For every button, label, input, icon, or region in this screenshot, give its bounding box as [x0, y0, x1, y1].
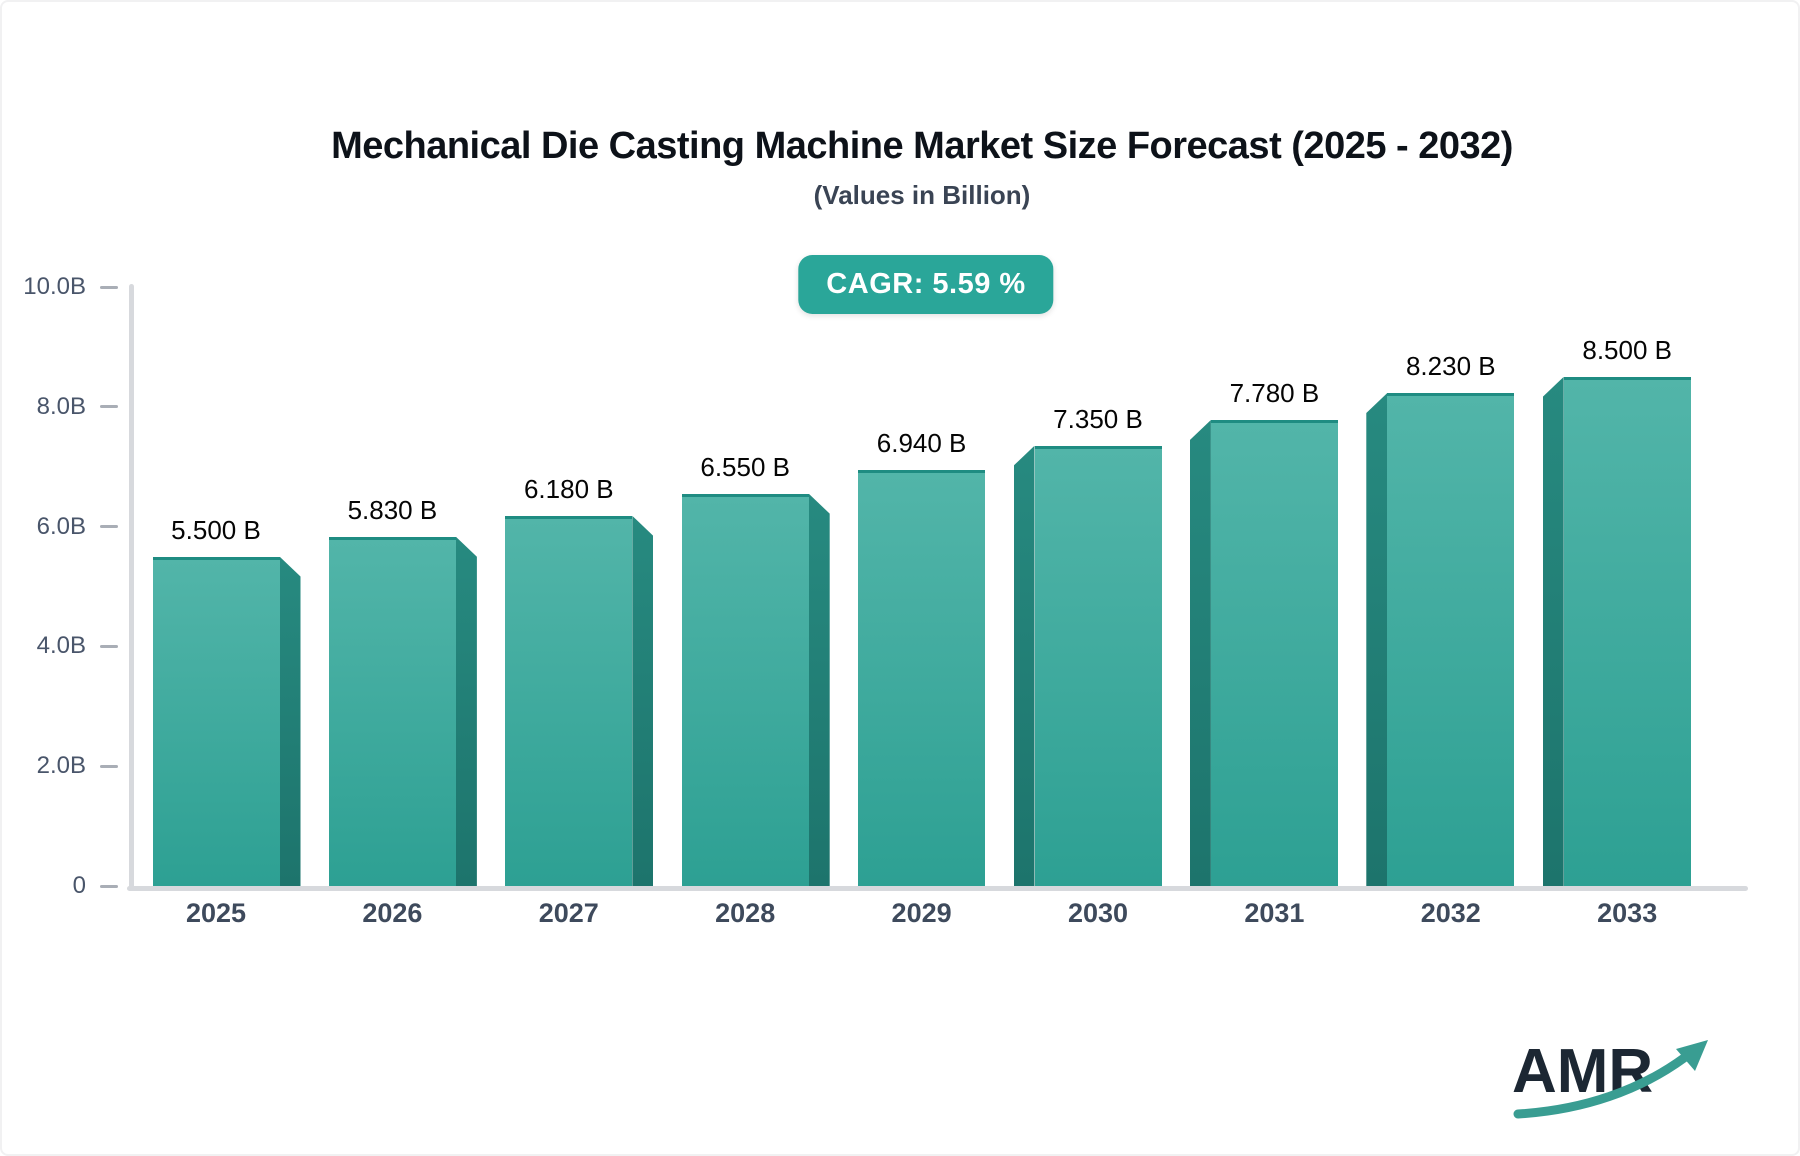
bar-value-label-2033: 8.500 B [1582, 334, 1672, 365]
bar-side-3d [1366, 393, 1388, 886]
x-axis-label-2030: 2030 [1067, 898, 1129, 928]
bar-2026 [328, 536, 456, 886]
bar-value-label-2028: 6.550 B [700, 451, 790, 482]
x-axis-label-2026: 2026 [362, 898, 423, 928]
bar-value-label-2032: 8.230 B [1405, 351, 1496, 382]
bar-value-label-2026: 5.830 B [347, 494, 438, 525]
cagr-badge-label: CAGR: 5.59 % [826, 268, 1026, 300]
chart-subtitle: (Values in Billion) [813, 179, 1031, 210]
y-axis-line [129, 284, 134, 890]
growth-arrow-icon [1513, 1040, 1708, 1119]
x-axis-label-2028: 2028 [715, 898, 776, 928]
y-tick-label-6.0B: 6.0B [36, 512, 86, 540]
bar-value-label-2031: 7.780 B [1229, 377, 1320, 408]
bar-side-3d [632, 515, 654, 886]
y-tick-label-10.0B: 10.0B [23, 273, 86, 300]
bar-side-3d [1542, 376, 1564, 886]
bar-2033 [1563, 376, 1691, 886]
bar-value-label-2029: 6.940 B [876, 428, 967, 459]
bar-side-3d [1013, 445, 1035, 886]
x-axis-label-2027: 2027 [538, 898, 599, 928]
bar-side-3d [808, 493, 830, 886]
bar-value-label-2027: 6.180 B [523, 473, 614, 504]
y-tick-mark [100, 644, 118, 648]
x-axis-label-2029: 2029 [891, 898, 952, 928]
x-axis-line [127, 886, 1748, 891]
bar-side-3d [279, 556, 301, 886]
bar-value-label-2025: 5.500 B [171, 514, 261, 545]
amr-logo-text: AMR [1512, 1037, 1653, 1106]
x-axis-label-2032: 2032 [1420, 898, 1481, 928]
y-tick-mark [100, 405, 118, 409]
bar-side-3d [1189, 419, 1211, 886]
cagr-badge: CAGR: 5.59 % [798, 255, 1054, 314]
bar-2027 [505, 515, 633, 886]
bar-2032 [1387, 393, 1515, 886]
y-tick-mark [100, 525, 118, 529]
y-tick-mark [100, 764, 118, 768]
y-tick-label-8.0B: 8.0B [36, 392, 86, 420]
y-tick-label-2.0B: 2.0B [36, 752, 86, 780]
bar-2028 [681, 493, 809, 886]
y-tick-label-0: 0 [72, 872, 86, 899]
bar-value-label-2030: 7.350 B [1053, 403, 1143, 434]
bar-2029 [858, 470, 986, 886]
y-tick-mark [100, 884, 118, 888]
x-axis-label-2031: 2031 [1244, 898, 1305, 928]
amr-logo: AMR [1512, 1028, 1732, 1120]
x-axis-label-2033: 2033 [1597, 898, 1658, 928]
x-axis-label-2025: 2025 [185, 898, 247, 928]
bar-2031 [1210, 419, 1338, 886]
bar-2025 [152, 556, 280, 886]
chart-title: Mechanical Die Casting Machine Market Si… [331, 125, 1513, 168]
bar-side-3d [455, 536, 477, 886]
bar-2030 [1034, 445, 1162, 886]
y-tick-label-4.0B: 4.0B [36, 632, 86, 660]
y-tick-mark [100, 285, 118, 289]
